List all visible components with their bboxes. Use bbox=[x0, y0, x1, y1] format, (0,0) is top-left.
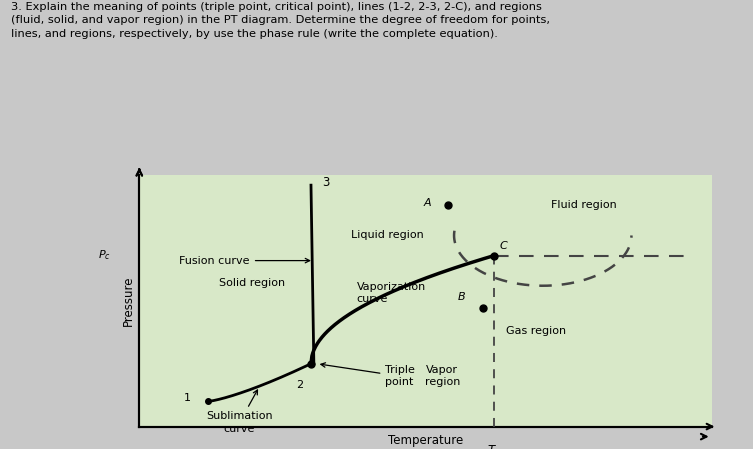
Text: Solid region: Solid region bbox=[219, 278, 285, 288]
Text: Fluid region: Fluid region bbox=[551, 200, 617, 210]
Text: 2: 2 bbox=[296, 380, 303, 390]
Text: $P_c$: $P_c$ bbox=[98, 249, 111, 263]
Text: 3: 3 bbox=[322, 176, 330, 189]
Text: A: A bbox=[423, 198, 431, 208]
Text: C: C bbox=[500, 241, 508, 251]
Text: Sublimation
curve: Sublimation curve bbox=[206, 390, 273, 434]
Text: Temperature: Temperature bbox=[388, 434, 463, 447]
Text: Vaporization
curve: Vaporization curve bbox=[357, 282, 426, 304]
Text: Triple
point: Triple point bbox=[321, 363, 415, 387]
Text: Vapor
region: Vapor region bbox=[425, 365, 461, 387]
Text: 1: 1 bbox=[184, 392, 191, 403]
Text: B: B bbox=[458, 292, 465, 302]
Text: 3. Explain the meaning of points (triple point, critical point), lines (1-2, 2-3: 3. Explain the meaning of points (triple… bbox=[11, 2, 550, 39]
Text: Liquid region: Liquid region bbox=[351, 230, 424, 241]
Y-axis label: Pressure: Pressure bbox=[122, 276, 135, 326]
Text: Fusion curve: Fusion curve bbox=[179, 255, 309, 266]
Text: Gas region: Gas region bbox=[505, 326, 566, 336]
Text: $T_c$: $T_c$ bbox=[487, 444, 501, 449]
